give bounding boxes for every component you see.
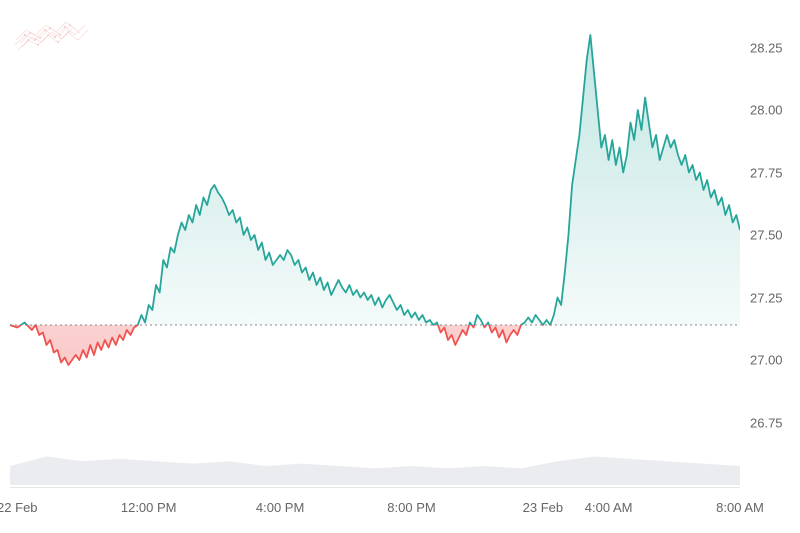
x-tick-label: 12:00 PM: [121, 500, 177, 515]
y-tick-label: 28.25: [750, 40, 783, 55]
y-tick-label: 27.50: [750, 228, 783, 243]
x-tick-label: 23 Feb: [523, 500, 563, 515]
axis-separator: [10, 487, 740, 488]
y-tick-label: 27.75: [750, 165, 783, 180]
x-tick-label: 8:00 PM: [387, 500, 435, 515]
y-tick-label: 26.75: [750, 415, 783, 430]
plot-area[interactable]: [10, 10, 740, 485]
x-tick-label: 22 Feb: [0, 500, 38, 515]
y-tick-label: 27.00: [750, 353, 783, 368]
y-tick-label: 27.25: [750, 290, 783, 305]
y-tick-label: 28.00: [750, 103, 783, 118]
x-tick-label: 8:00 AM: [716, 500, 764, 515]
area-above: [10, 35, 740, 365]
x-tick-label: 4:00 AM: [585, 500, 633, 515]
volume-area: [10, 457, 740, 486]
price-chart[interactable]: 26.75 27.00 27.25 27.50 27.75 28.00 28.25 22 F…: [0, 0, 800, 533]
x-tick-label: 4:00 PM: [256, 500, 304, 515]
